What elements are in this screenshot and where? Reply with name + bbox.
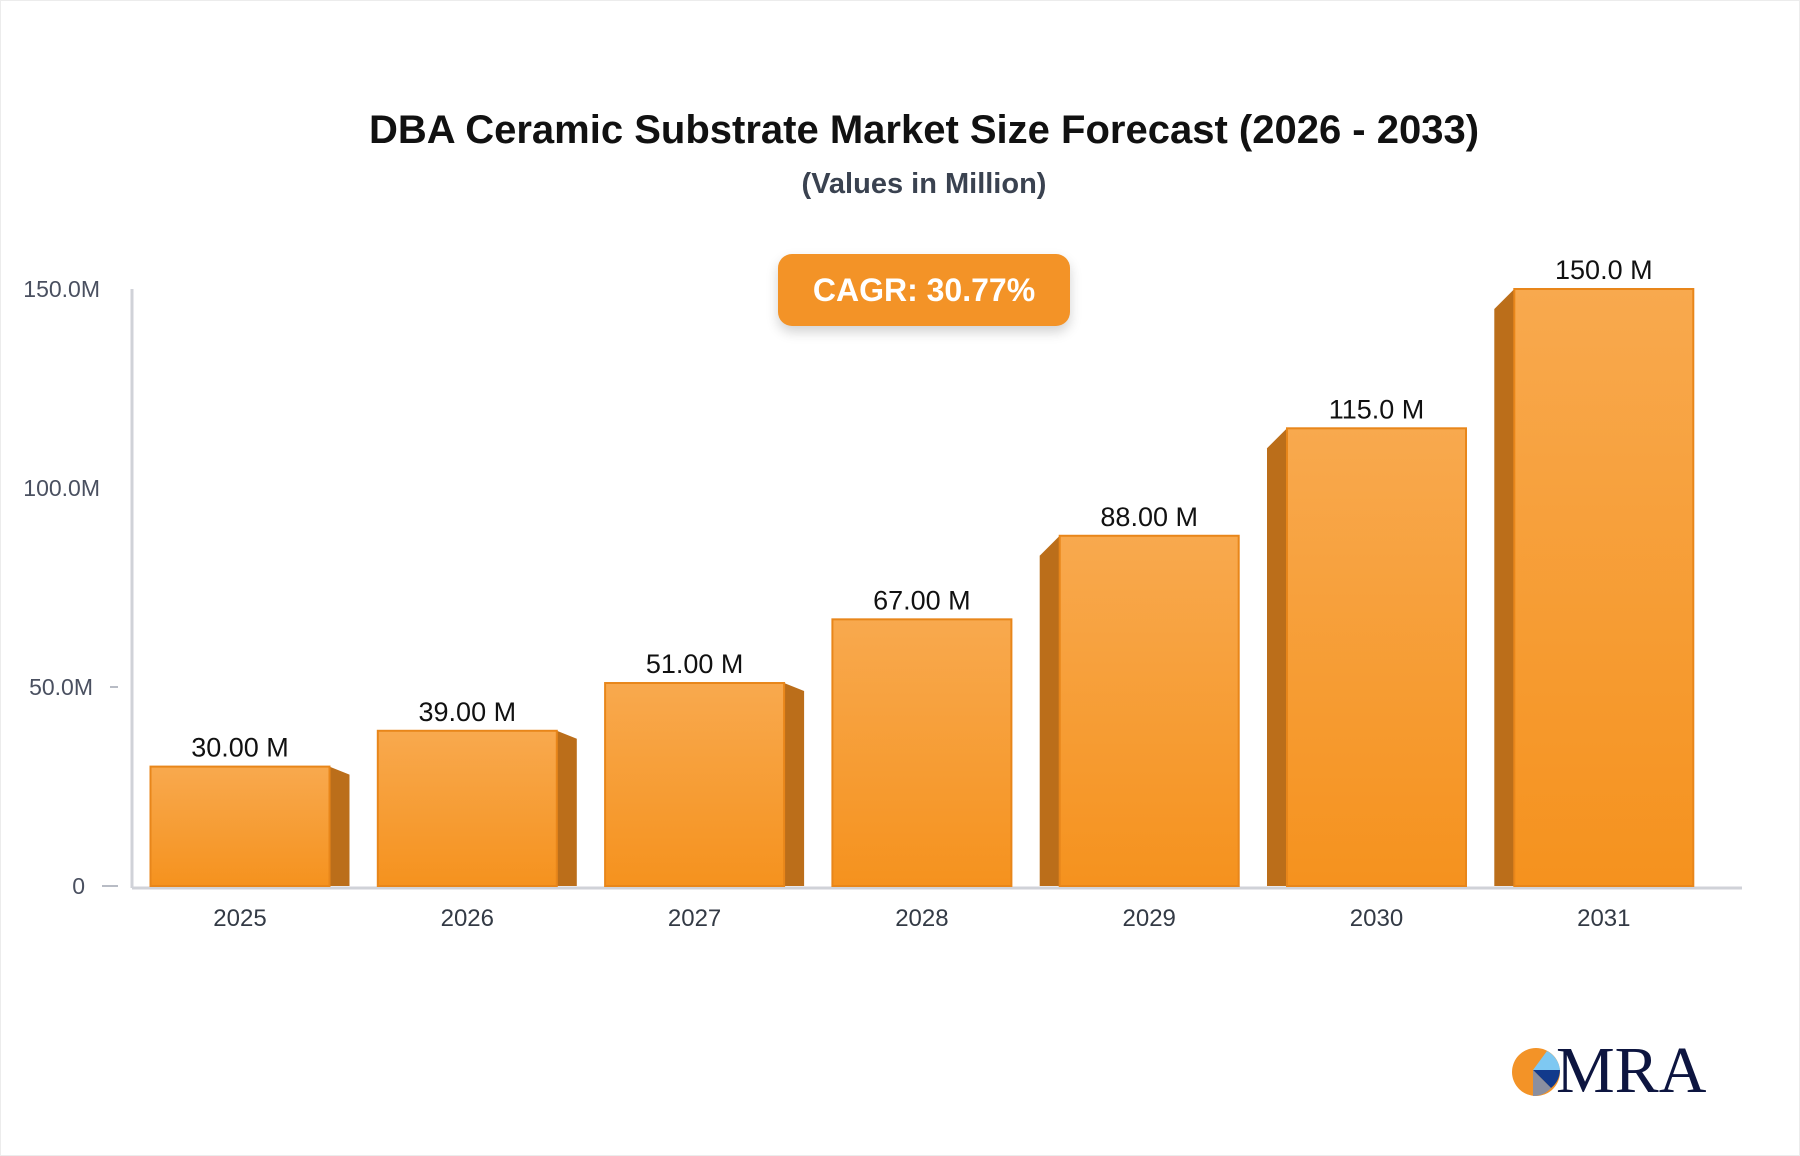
x-tick-label: 2031 [1577, 905, 1630, 932]
data-label: 150.0 M [1555, 255, 1653, 285]
chart-title: DBA Ceramic Substrate Market Size Foreca… [368, 108, 1480, 152]
bar-2029: 88.00 M [1039, 502, 1240, 887]
bar [376, 729, 558, 888]
data-label: 88.00 M [1100, 502, 1198, 532]
bar-side [556, 730, 577, 886]
y-tick-label: 50.0M [29, 674, 93, 700]
y-tick-label: 150.0M [23, 276, 100, 302]
data-label: 67.00 M [873, 585, 971, 615]
data-label: 115.0 M [1329, 394, 1425, 424]
y-tick-label: 100.0M [23, 475, 100, 501]
x-tick-label: 2027 [668, 905, 721, 932]
logo-text: MRA [1556, 1034, 1707, 1107]
x-tick-label: 2028 [895, 905, 948, 932]
bar-2026: 39.00 M [376, 697, 577, 888]
bar-2027: 51.00 M [604, 649, 805, 888]
bar-2030: 115.0 M [1267, 394, 1467, 887]
data-label: 39.00 M [419, 697, 517, 727]
bar-side [329, 766, 350, 886]
x-tick-label: 2025 [213, 905, 266, 932]
bar-side [784, 683, 805, 886]
bar [604, 682, 786, 888]
bar [149, 765, 331, 887]
x-tick-label: 2030 [1350, 905, 1403, 932]
bar-side [1494, 289, 1515, 886]
bar [831, 618, 1013, 888]
data-label: 30.00 M [191, 733, 289, 763]
bar-2028: 67.00 M [831, 585, 1013, 888]
bar-2025: 30.00 M [149, 733, 350, 887]
bar-side [1267, 428, 1287, 886]
bar-2031: 150.0 M [1494, 255, 1695, 887]
x-tick-label: 2029 [1123, 905, 1176, 932]
bar [1286, 427, 1467, 887]
bar [1058, 534, 1240, 887]
bar-side [1039, 535, 1060, 886]
data-label: 51.00 M [646, 649, 744, 679]
bar [1513, 288, 1695, 887]
mra-logo: MRA [1512, 1034, 1707, 1107]
x-tick-label: 2026 [441, 905, 494, 932]
chart-subtitle: (Values in Million) [801, 168, 1047, 200]
y-tick-label: 0 [72, 873, 85, 899]
cagr-badge: CAGR: 30.77% [778, 254, 1070, 326]
